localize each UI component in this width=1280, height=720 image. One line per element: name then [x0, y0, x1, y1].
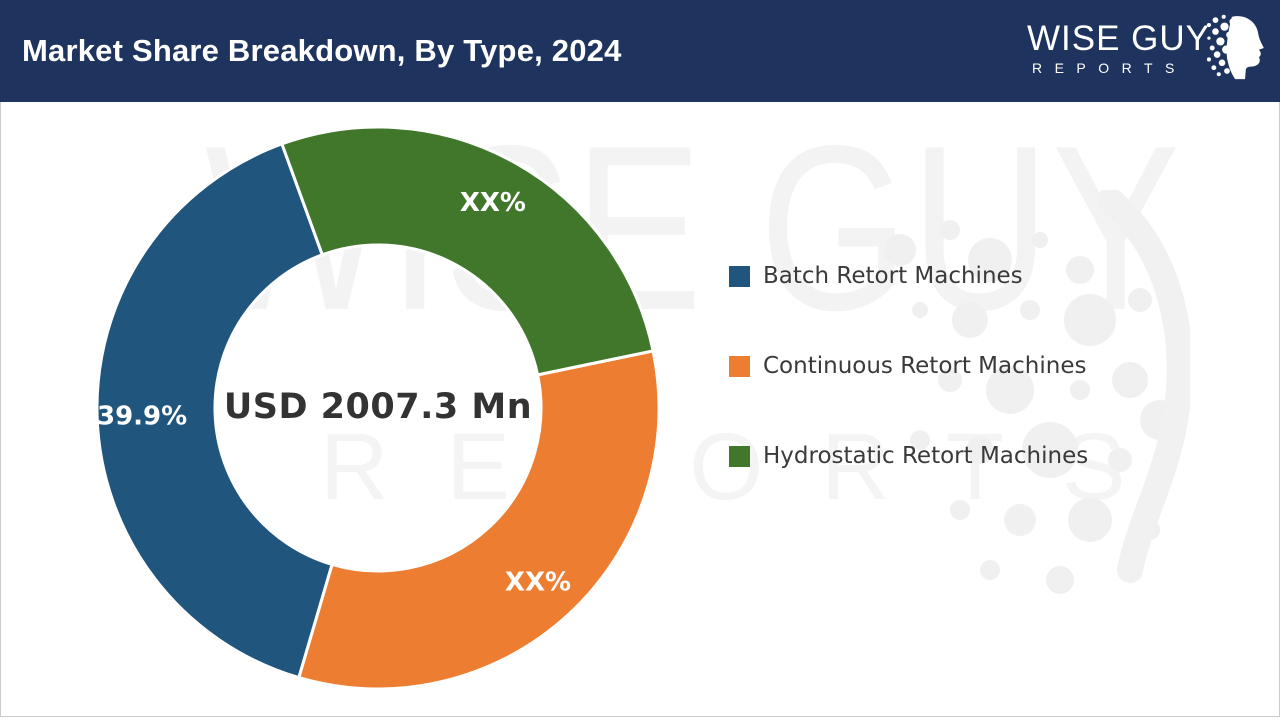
chart-area: WISE GUY REPORTS 39.9% XX% XX% USD 2007.3 … — [0, 102, 1280, 717]
donut-segment-0 — [95, 142, 334, 680]
logo-wordmark-line2: REPORTS — [1031, 59, 1187, 76]
donut-chart: 39.9% XX% XX% — [95, 125, 661, 691]
legend-item-hydrostatic-retort-machines: Hydrostatic Retort Machines — [729, 438, 1088, 474]
watermark-face-icon — [884, 190, 1190, 594]
page-border-left — [0, 102, 1, 716]
legend: Batch Retort Machines Continuous Retort … — [0, 102, 1280, 717]
donut-slice-label-0: 39.9% — [97, 402, 187, 432]
watermark-subtitle: REPORTS — [320, 414, 1184, 520]
donut-segment-1 — [297, 349, 661, 691]
header-bar: Market Share Breakdown, By Type, 2024 WI… — [0, 0, 1280, 102]
page-border-bottom — [0, 716, 1280, 717]
donut-segment-2 — [280, 125, 655, 377]
legend-label: Hydrostatic Retort Machines — [763, 443, 1089, 469]
donut-center-value: USD 2007.3 Mn — [223, 387, 533, 427]
legend-item-batch-retort-machines: Batch Retort Machines — [729, 258, 1023, 294]
legend-swatch-green — [729, 445, 750, 467]
legend-swatch-blue — [729, 265, 750, 287]
logo-wordmark: WISE GUY REPORTS — [1027, 20, 1210, 76]
logo-face-icon — [1206, 14, 1264, 80]
legend-item-continuous-retort-machines: Continuous Retort Machines — [729, 348, 1086, 384]
logo-wordmark-line1: WISE GUY — [1026, 19, 1210, 59]
legend-label: Batch Retort Machines — [763, 263, 1023, 289]
donut-slice-label-1: XX% — [505, 568, 571, 598]
legend-swatch-orange — [729, 355, 750, 377]
donut-slice-label-2: XX% — [460, 188, 526, 218]
page-title: Market Share Breakdown, By Type, 2024 — [22, 33, 622, 68]
wise-guy-logo: WISE GUY REPORTS — [1027, 8, 1268, 88]
legend-label: Continuous Retort Machines — [763, 353, 1087, 379]
